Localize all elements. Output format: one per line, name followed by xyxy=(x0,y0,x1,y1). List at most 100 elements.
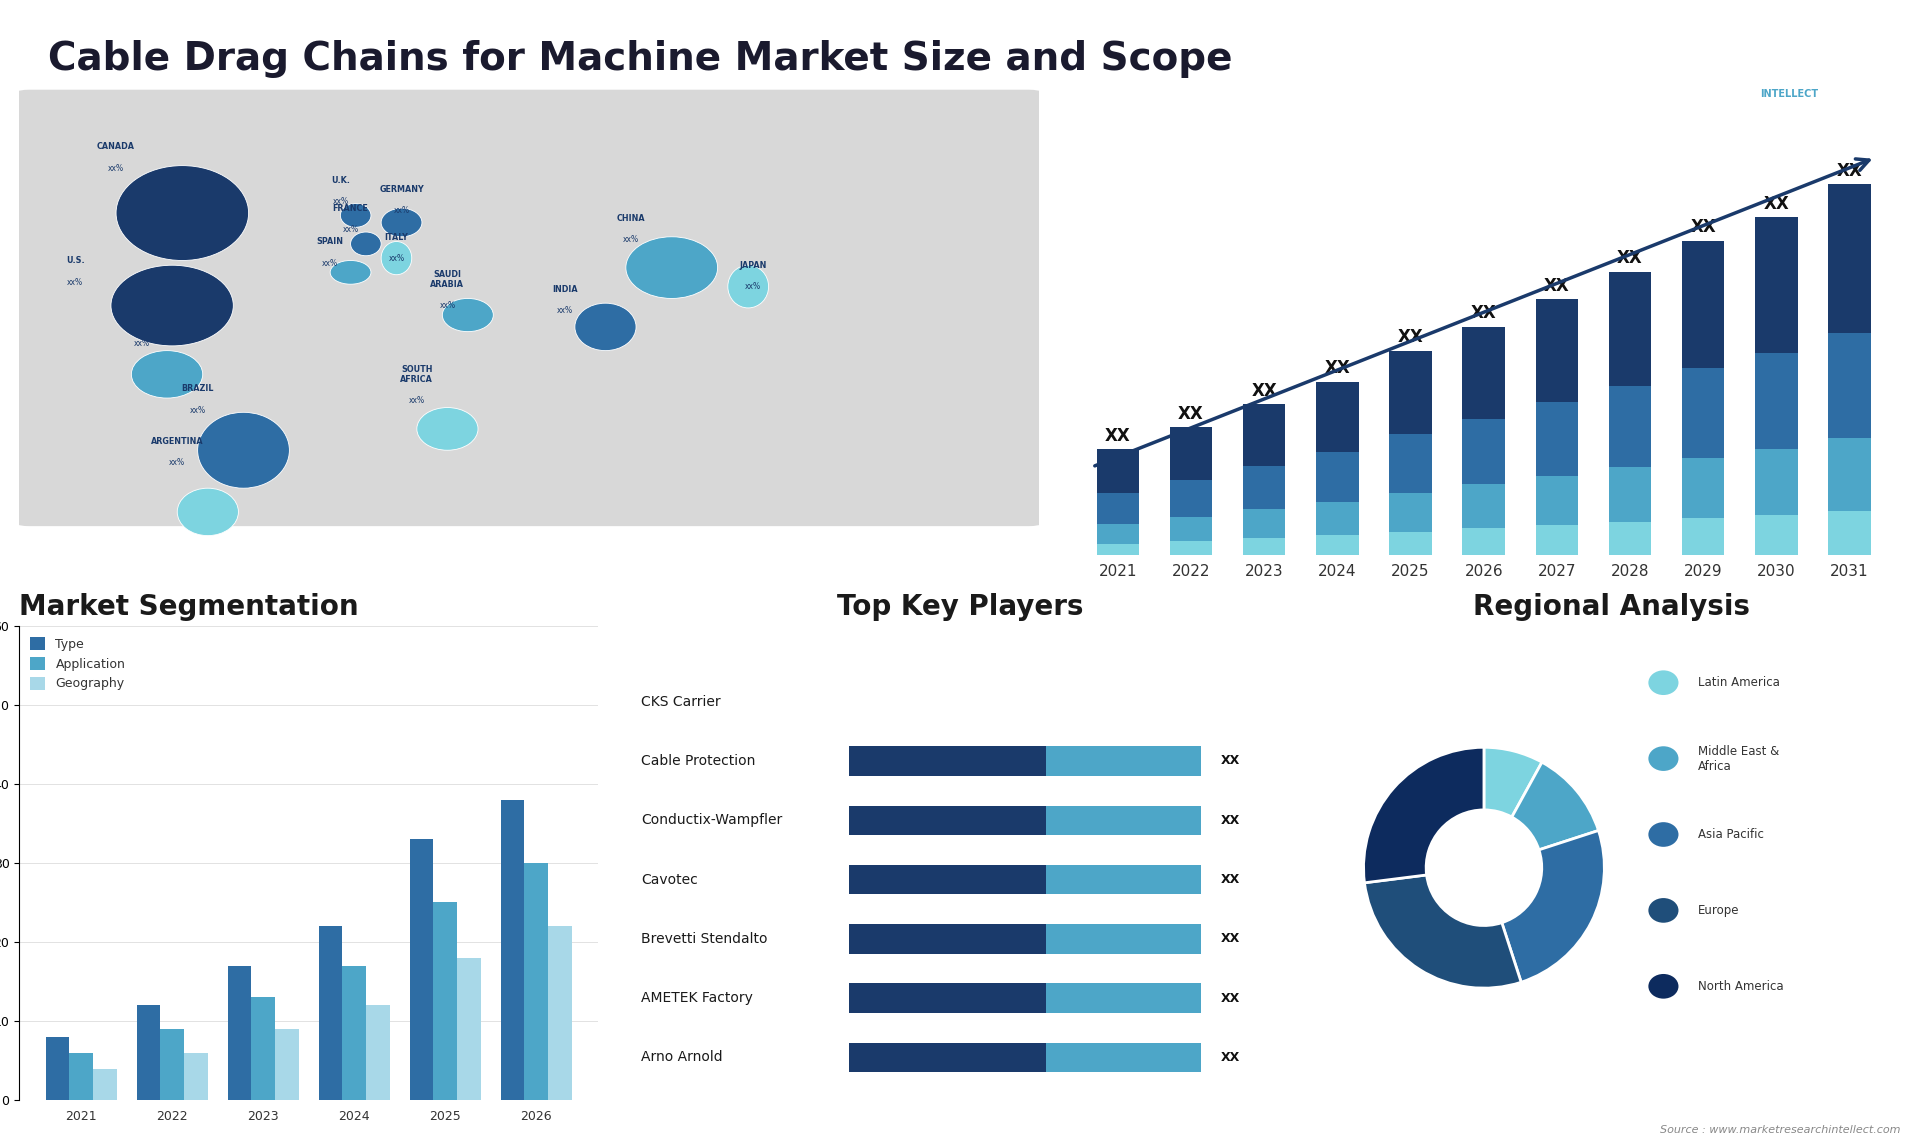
Bar xyxy=(1096,524,1139,543)
Circle shape xyxy=(1649,670,1678,694)
Ellipse shape xyxy=(131,351,204,398)
Bar xyxy=(319,926,342,1100)
Text: CKS Carrier: CKS Carrier xyxy=(641,694,720,708)
Text: RESEARCH: RESEARCH xyxy=(1759,65,1820,76)
Text: GERMANY: GERMANY xyxy=(378,185,424,194)
Bar xyxy=(46,1037,69,1100)
Text: North America: North America xyxy=(1697,980,1784,992)
Text: xx%: xx% xyxy=(134,339,150,348)
Text: MEXICO: MEXICO xyxy=(125,317,159,327)
Bar xyxy=(1536,402,1578,476)
Text: xx%: xx% xyxy=(745,282,762,291)
Bar xyxy=(1682,368,1724,457)
Ellipse shape xyxy=(382,242,411,275)
Bar xyxy=(1169,541,1212,555)
Bar xyxy=(524,863,549,1100)
Bar xyxy=(1242,537,1284,555)
Bar xyxy=(1046,806,1202,835)
FancyBboxPatch shape xyxy=(10,89,1048,526)
Bar xyxy=(136,1005,159,1100)
Text: XX: XX xyxy=(1617,250,1644,267)
Bar xyxy=(1828,185,1870,333)
Text: XX: XX xyxy=(1398,328,1423,346)
Bar xyxy=(501,800,524,1100)
Bar xyxy=(1315,535,1359,555)
Text: CANADA: CANADA xyxy=(98,142,134,151)
Bar xyxy=(1463,528,1505,555)
Bar xyxy=(1390,434,1432,493)
Bar xyxy=(367,1005,390,1100)
Bar xyxy=(1682,241,1724,368)
Text: Asia Pacific: Asia Pacific xyxy=(1697,829,1764,841)
Text: Conductix-Wampfler: Conductix-Wampfler xyxy=(641,814,781,827)
Bar xyxy=(1609,386,1651,466)
Ellipse shape xyxy=(574,304,636,351)
Bar xyxy=(1242,405,1284,465)
Bar xyxy=(457,958,480,1100)
Text: AMETEK Factory: AMETEK Factory xyxy=(641,991,753,1005)
Bar xyxy=(1755,217,1797,353)
Bar xyxy=(1463,485,1505,528)
Bar xyxy=(849,924,1046,953)
Bar xyxy=(1169,427,1212,480)
Bar xyxy=(1536,525,1578,555)
Bar xyxy=(1755,516,1797,555)
Text: JAPAN: JAPAN xyxy=(739,261,766,270)
Text: XX: XX xyxy=(1221,754,1240,768)
Text: MARKET: MARKET xyxy=(1764,44,1812,53)
Ellipse shape xyxy=(111,265,234,346)
Text: INTELLECT: INTELLECT xyxy=(1761,88,1818,99)
Bar xyxy=(1463,327,1505,418)
Bar xyxy=(69,1053,92,1100)
Bar xyxy=(1242,465,1284,510)
Bar xyxy=(849,1043,1046,1073)
Ellipse shape xyxy=(442,298,493,331)
Text: BRAZIL: BRAZIL xyxy=(180,384,213,393)
Text: xx%: xx% xyxy=(332,197,348,206)
Circle shape xyxy=(1649,822,1678,847)
Text: xx%: xx% xyxy=(342,226,359,235)
Bar xyxy=(159,1029,184,1100)
Text: XX: XX xyxy=(1221,873,1240,886)
Bar xyxy=(1046,924,1202,953)
Text: U.S.: U.S. xyxy=(65,257,84,265)
Bar xyxy=(1463,418,1505,485)
Circle shape xyxy=(1649,898,1678,923)
Text: Source : www.marketresearchintellect.com: Source : www.marketresearchintellect.com xyxy=(1661,1124,1901,1135)
Text: XX: XX xyxy=(1221,933,1240,945)
Text: xx%: xx% xyxy=(67,277,83,286)
Bar xyxy=(1609,272,1651,386)
Text: XX: XX xyxy=(1764,195,1789,212)
Text: XX: XX xyxy=(1252,382,1277,400)
Ellipse shape xyxy=(382,209,422,237)
Bar xyxy=(1828,439,1870,511)
Text: Market Segmentation: Market Segmentation xyxy=(19,592,359,621)
Text: ARGENTINA: ARGENTINA xyxy=(152,437,204,446)
Text: XX: XX xyxy=(1325,360,1350,377)
Text: xx%: xx% xyxy=(190,406,205,415)
Text: xx%: xx% xyxy=(323,259,338,268)
Bar xyxy=(1682,518,1724,555)
Bar xyxy=(1828,333,1870,439)
Ellipse shape xyxy=(728,265,768,308)
Text: xx%: xx% xyxy=(440,301,455,311)
Bar xyxy=(1682,457,1724,518)
Ellipse shape xyxy=(340,204,371,227)
Text: Middle East &
Africa: Middle East & Africa xyxy=(1697,745,1780,772)
Text: SPAIN: SPAIN xyxy=(317,237,344,246)
Bar xyxy=(1046,983,1202,1013)
Text: Cable Drag Chains for Machine Market Size and Scope: Cable Drag Chains for Machine Market Siz… xyxy=(48,40,1233,78)
Text: CHINA: CHINA xyxy=(616,213,645,222)
Ellipse shape xyxy=(115,166,248,260)
Text: XX: XX xyxy=(1544,277,1571,295)
Circle shape xyxy=(1649,974,1678,998)
Bar xyxy=(1609,466,1651,521)
Text: xx%: xx% xyxy=(388,254,405,262)
Text: xx%: xx% xyxy=(169,458,186,466)
Text: xx%: xx% xyxy=(557,306,572,315)
Text: xx%: xx% xyxy=(622,235,639,244)
Text: Cavotec: Cavotec xyxy=(641,872,697,887)
Text: XX: XX xyxy=(1104,427,1131,445)
Polygon shape xyxy=(1638,30,1692,108)
Text: xx%: xx% xyxy=(108,164,125,173)
